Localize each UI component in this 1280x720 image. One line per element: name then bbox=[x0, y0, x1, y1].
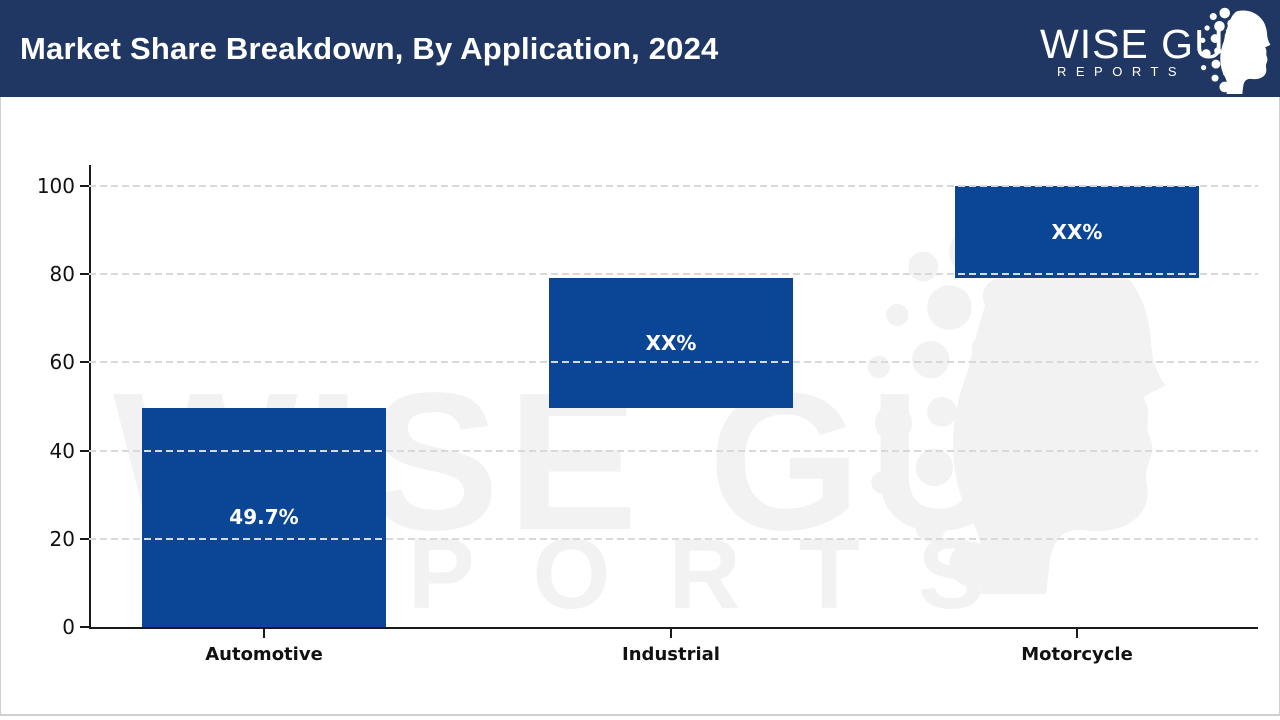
y-tick-mark bbox=[80, 449, 89, 452]
x-tick-mark bbox=[263, 629, 265, 638]
y-tick-label: 100 bbox=[36, 174, 75, 198]
bar-value-label: XX% bbox=[1051, 219, 1103, 244]
bar-automotive: 49.7% bbox=[142, 407, 386, 627]
gridline-40 bbox=[89, 449, 1258, 452]
logo-dotted-head-icon bbox=[1200, 7, 1271, 94]
x-tick-mark bbox=[1076, 629, 1078, 638]
x-category-label-industrial: Industrial bbox=[622, 644, 720, 665]
page-title: Market Share Breakdown, By Application, … bbox=[20, 30, 719, 66]
bar-motorcycle: XX% bbox=[955, 186, 1199, 278]
y-tick-label: 40 bbox=[49, 438, 75, 463]
bar-value-label: XX% bbox=[645, 330, 697, 355]
header-bar: Market Share Breakdown, By Application, … bbox=[0, 0, 1280, 97]
y-axis-spine bbox=[89, 165, 91, 629]
x-tick-mark bbox=[670, 629, 672, 638]
x-category-label-motorcycle: Motorcycle bbox=[1021, 644, 1133, 665]
watermark-dotted-head-icon bbox=[867, 229, 1166, 594]
x-axis-spine bbox=[89, 627, 1258, 629]
gridline-60 bbox=[89, 361, 1258, 364]
y-tick-mark bbox=[80, 273, 89, 276]
y-tick-mark bbox=[80, 185, 89, 187]
y-tick-mark bbox=[80, 537, 89, 540]
gridline-20 bbox=[89, 537, 1258, 540]
y-tick-label: 0 bbox=[62, 615, 75, 639]
y-tick-mark bbox=[80, 626, 89, 628]
y-tick-label: 20 bbox=[49, 526, 75, 551]
bar-industrial: XX% bbox=[549, 277, 793, 408]
gridline-80 bbox=[89, 273, 1258, 276]
y-tick-label: 80 bbox=[49, 262, 75, 287]
gridline-100 bbox=[89, 185, 1258, 187]
x-category-label-automotive: Automotive bbox=[205, 644, 323, 665]
y-tick-mark bbox=[80, 361, 89, 364]
y-tick-label: 60 bbox=[49, 350, 75, 375]
logo-reports-text: REPORTS bbox=[1057, 64, 1187, 79]
bar-value-label: 49.7% bbox=[229, 505, 299, 530]
